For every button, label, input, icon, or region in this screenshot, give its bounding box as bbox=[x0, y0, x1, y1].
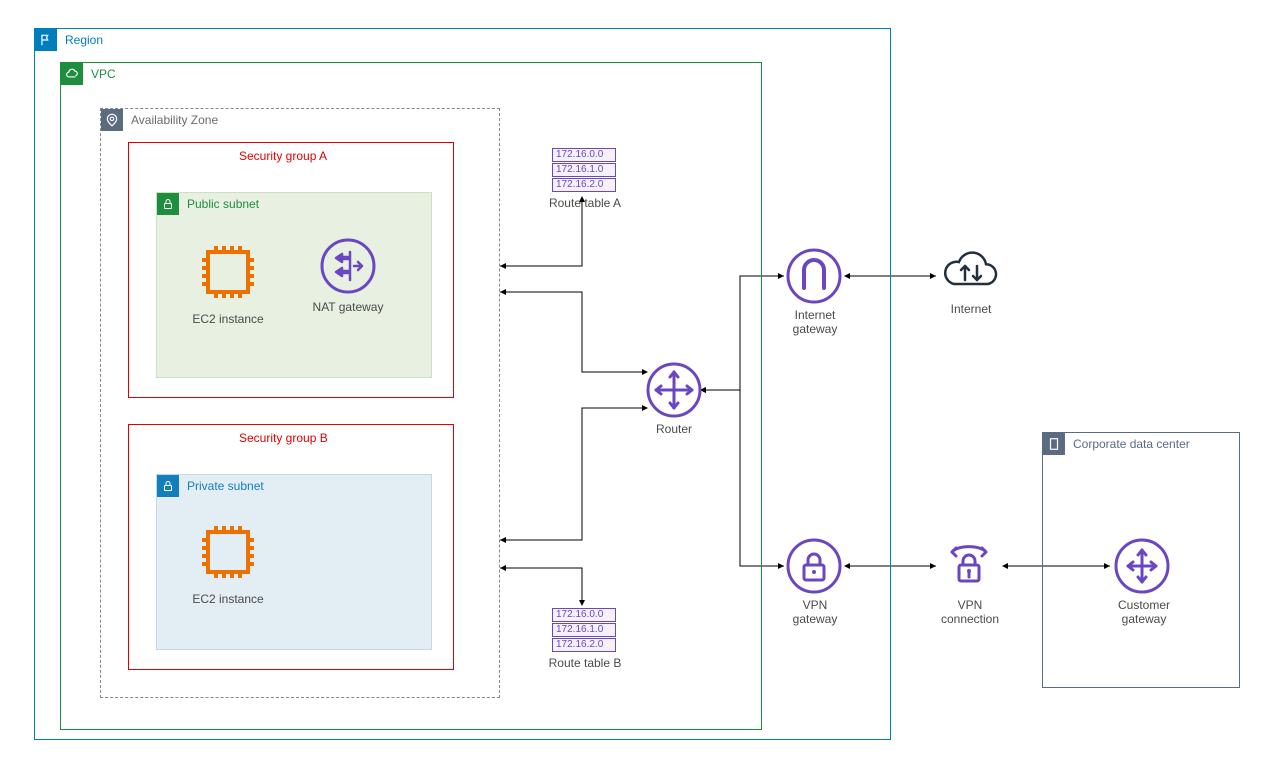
region-label: Region bbox=[65, 33, 103, 47]
route-table-b-label: Route table B bbox=[540, 656, 630, 670]
route-table-a-label: Route table A bbox=[540, 196, 630, 210]
route-table-b-ip: 172.16.2.0 bbox=[552, 638, 616, 652]
security-group-a-label: Security group A bbox=[239, 149, 327, 163]
customer-gateway-label: Customer gateway bbox=[1104, 598, 1184, 626]
vpn-connection-label: VPN connection bbox=[930, 598, 1010, 626]
route-table-b-ip: 172.16.1.0 bbox=[552, 623, 616, 637]
diagram-canvas: Region VPC Availability Zone Security gr… bbox=[0, 0, 1282, 770]
vpc-label: VPC bbox=[91, 67, 116, 81]
ec2-private-label: EC2 instance bbox=[188, 592, 268, 606]
route-table-a-ip: 172.16.1.0 bbox=[552, 163, 616, 177]
internet-label: Internet bbox=[946, 302, 996, 316]
route-table-a-ip: 172.16.0.0 bbox=[552, 148, 616, 162]
ec2-private-icon bbox=[196, 520, 260, 584]
route-table-b-ip: 172.16.0.0 bbox=[552, 608, 616, 622]
private-subnet-lock-icon bbox=[157, 475, 179, 497]
vpn-gateway-icon bbox=[786, 538, 842, 594]
az-label: Availability Zone bbox=[131, 113, 218, 127]
building-icon bbox=[1043, 433, 1065, 455]
security-group-b-label: Security group B bbox=[239, 431, 328, 445]
vpn-connection-icon bbox=[938, 538, 1000, 594]
internet-gateway-icon bbox=[786, 248, 842, 304]
corporate-data-center-label: Corporate data center bbox=[1073, 437, 1190, 451]
az-pin-icon bbox=[101, 109, 123, 131]
region-flag-icon bbox=[35, 29, 57, 51]
route-table-a-ip: 172.16.2.0 bbox=[552, 178, 616, 192]
internet-icon bbox=[938, 244, 1004, 300]
internet-gateway-label: Internet gateway bbox=[780, 308, 850, 336]
ec2-public-label: EC2 instance bbox=[188, 312, 268, 326]
customer-gateway-icon bbox=[1114, 538, 1170, 594]
route-table-b: 172.16.0.0 172.16.1.0 172.16.2.0 bbox=[552, 608, 616, 652]
vpc-cloud-icon bbox=[61, 63, 83, 85]
public-subnet-label: Public subnet bbox=[187, 197, 259, 211]
nat-gateway-label: NAT gateway bbox=[308, 300, 388, 314]
ec2-public-icon bbox=[196, 240, 260, 304]
nat-gateway-icon bbox=[320, 238, 376, 294]
router-label: Router bbox=[650, 422, 698, 436]
public-subnet-lock-icon bbox=[157, 193, 179, 215]
router-icon bbox=[646, 362, 702, 418]
route-table-a: 172.16.0.0 172.16.1.0 172.16.2.0 bbox=[552, 148, 616, 192]
vpn-gateway-label: VPN gateway bbox=[780, 598, 850, 626]
private-subnet-label: Private subnet bbox=[187, 479, 264, 493]
